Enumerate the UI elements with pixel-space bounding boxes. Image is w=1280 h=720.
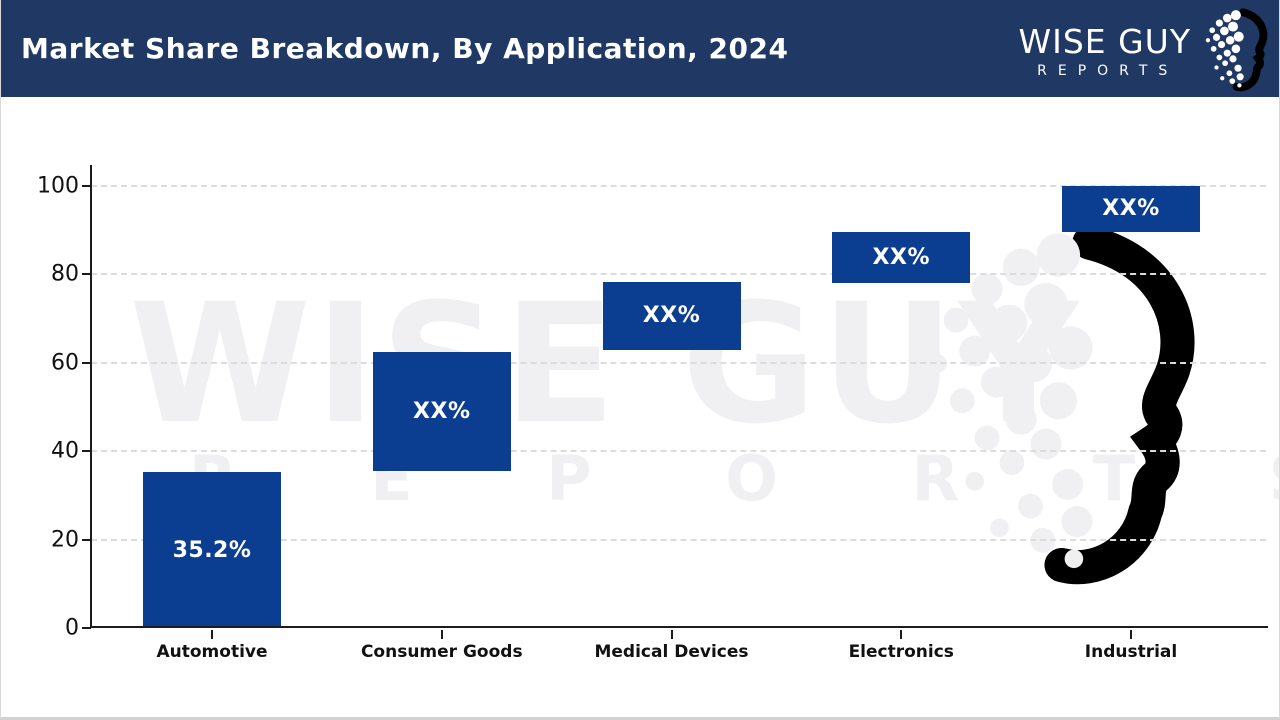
- gridline: [91, 450, 1266, 453]
- brand-logo: WISE GUY REPORTS: [1003, 6, 1273, 94]
- y-tick-label: 20: [51, 527, 79, 553]
- x-tick-mark: [670, 630, 673, 639]
- header-bar: Market Share Breakdown, By Application, …: [1, 0, 1279, 97]
- gridline: [91, 273, 1266, 276]
- y-tick-mark: [82, 273, 91, 276]
- x-tick-mark: [440, 630, 443, 639]
- head-silhouette-icon: [1195, 8, 1271, 94]
- y-tick-label: 80: [51, 261, 79, 287]
- bar-consumer-goods: XX%: [372, 351, 511, 472]
- y-tick-label: 60: [51, 350, 79, 376]
- x-tick-label: Industrial: [1084, 642, 1178, 662]
- logo-wordmark: WISE GUY REPORTS: [1018, 22, 1191, 80]
- logo-line1: WISE GUY: [1018, 22, 1191, 61]
- bar-industrial: XX%: [1062, 186, 1200, 232]
- bar-label: XX%: [1102, 196, 1160, 222]
- y-axis-line: [90, 165, 92, 628]
- x-tick-mark: [1130, 630, 1132, 639]
- y-tick-label: 0: [65, 615, 79, 641]
- x-tick-mark: [900, 630, 903, 639]
- bar-label: XX%: [413, 398, 471, 424]
- logo-line2: REPORTS: [1037, 63, 1179, 79]
- bar-electronics: XX%: [832, 231, 971, 284]
- x-tick-label: Medical Devices: [594, 642, 749, 662]
- x-tick-label: Electronics: [848, 642, 954, 662]
- y-tick-label: 40: [51, 438, 79, 464]
- gridline: [91, 538, 1266, 541]
- x-tick-label: Consumer Goods: [360, 642, 523, 662]
- page-title: Market Share Breakdown, By Application, …: [21, 32, 789, 65]
- bar-medical-devices: XX%: [602, 282, 741, 350]
- bar-automotive: 35.2%: [143, 472, 281, 628]
- bar-label: XX%: [872, 244, 930, 270]
- x-tick-label: Automotive: [156, 642, 268, 662]
- x-tick-mark: [211, 630, 213, 639]
- watermark-reports-text: R E P O R T S: [189, 442, 1280, 515]
- bar-label: XX%: [642, 303, 701, 329]
- y-tick-label: 100: [37, 173, 79, 199]
- gridline: [91, 361, 1266, 364]
- y-tick-mark: [82, 538, 91, 541]
- x-axis-line: [90, 626, 1268, 628]
- chart-area: 0 20 40 60 80 100 35.2% XX% XX% XX% XX% Automotiv…: [1, 97, 1279, 717]
- y-tick-mark: [82, 361, 91, 364]
- bar-label: 35.2%: [172, 537, 252, 563]
- gridline: [91, 185, 1266, 187]
- y-tick-mark: [82, 185, 91, 187]
- y-tick-mark: [82, 450, 91, 453]
- y-tick-mark: [82, 627, 91, 629]
